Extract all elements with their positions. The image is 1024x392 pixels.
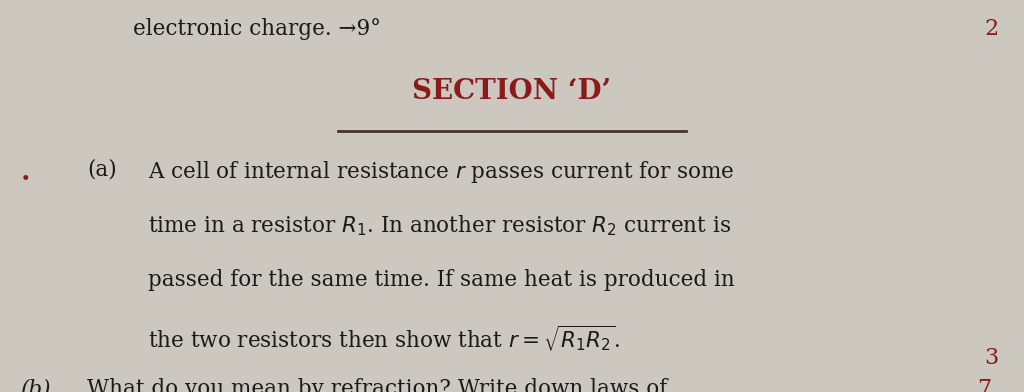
Text: (b): (b) <box>20 378 51 392</box>
Text: A cell of internal resistance $r$ passes current for some: A cell of internal resistance $r$ passes… <box>148 159 735 185</box>
Text: passed for the same time. If same heat is produced in: passed for the same time. If same heat i… <box>148 269 735 290</box>
Text: electronic charge. →9°: electronic charge. →9° <box>133 18 381 40</box>
Text: time in a resistor $R_1$. In another resistor $R_2$ current is: time in a resistor $R_1$. In another res… <box>148 214 731 238</box>
Text: 7.: 7. <box>977 378 998 392</box>
Text: (a): (a) <box>87 159 117 181</box>
Text: 3: 3 <box>984 347 998 369</box>
Text: SECTION ‘D’: SECTION ‘D’ <box>413 78 611 105</box>
Text: 2: 2 <box>984 18 998 40</box>
Text: What do you mean by refraction? Write down laws of: What do you mean by refraction? Write do… <box>87 378 668 392</box>
Text: the two resistors then show that $r = \sqrt{R_1 R_2}$.: the two resistors then show that $r = \s… <box>148 323 621 353</box>
Text: .: . <box>20 159 30 186</box>
